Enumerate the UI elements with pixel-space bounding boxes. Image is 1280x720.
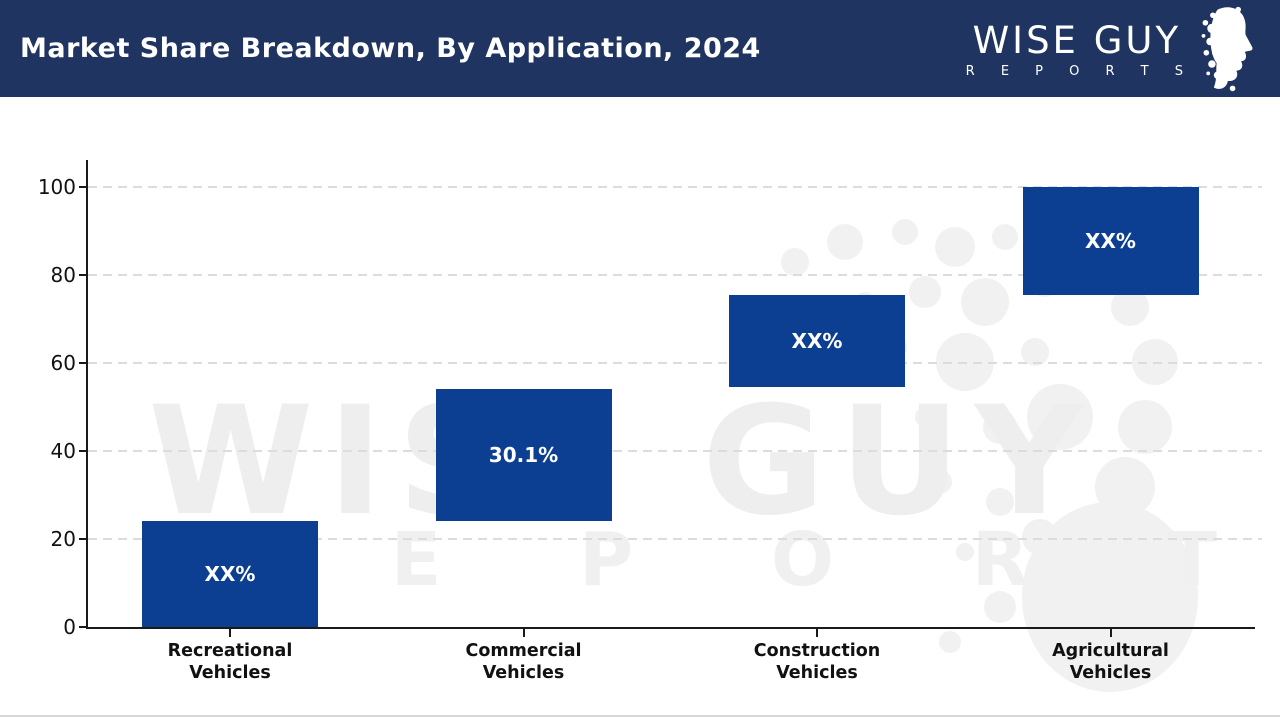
watermark-wordmark: WISE GUY bbox=[148, 375, 1098, 549]
watermark-subtitle: R E P O R T S bbox=[196, 517, 1280, 603]
x-axis-tick bbox=[229, 629, 231, 637]
x-axis-category-label: Commercial Vehicles bbox=[465, 641, 582, 684]
x-axis-category-label: Agricultural Vehicles bbox=[1052, 641, 1169, 684]
y-axis-tick-label: 40 bbox=[50, 439, 76, 463]
y-axis-line bbox=[86, 160, 88, 629]
wiseguy-logo: WISE GUY R E P O R T S bbox=[960, 4, 1272, 94]
y-axis-tick bbox=[79, 274, 88, 276]
watermark: WISE GUY R E P O R T S bbox=[0, 97, 1280, 717]
header-bar: Market Share Breakdown, By Application, … bbox=[0, 0, 1280, 97]
bar-commercial-vehicles: 30.1% bbox=[435, 388, 612, 521]
y-axis-tick-label: 20 bbox=[50, 527, 76, 551]
y-axis-tick bbox=[79, 186, 88, 188]
gridline-40 bbox=[88, 450, 1262, 452]
bar-recreational-vehicles: XX% bbox=[142, 520, 318, 627]
y-axis-tick bbox=[79, 626, 88, 628]
x-axis-category-label: Construction Vehicles bbox=[753, 641, 881, 684]
x-axis-line bbox=[86, 627, 1255, 629]
x-axis-tick bbox=[1109, 629, 1112, 637]
gridline-100 bbox=[88, 186, 1262, 188]
bar-agricultural-vehicles: XX% bbox=[1022, 187, 1199, 295]
bar-value-label: XX% bbox=[204, 561, 256, 586]
y-axis-tick bbox=[79, 450, 88, 452]
bar-value-label: XX% bbox=[791, 328, 843, 353]
y-axis-tick-label: 0 bbox=[63, 615, 76, 639]
x-axis-tick bbox=[816, 629, 818, 637]
y-axis-tick-label: 60 bbox=[50, 351, 76, 375]
gridline-60 bbox=[88, 362, 1262, 364]
x-axis-tick bbox=[522, 629, 525, 637]
bottom-divider bbox=[0, 715, 1280, 717]
page-title: Market Share Breakdown, By Application, … bbox=[20, 33, 761, 64]
bar-value-label: 30.1% bbox=[488, 442, 559, 467]
logo-wordmark: WISE GUY bbox=[972, 18, 1182, 62]
logo-subtitle: R E P O R T S bbox=[965, 63, 1194, 79]
wiseguy-face-icon bbox=[1201, 6, 1253, 91]
x-axis-category-label: Recreational Vehicles bbox=[167, 641, 293, 684]
bar-value-label: XX% bbox=[1085, 228, 1136, 253]
wiseguy-logo-text: WISE GUY R E P O R T S bbox=[960, 19, 1194, 79]
gridline-20 bbox=[88, 538, 1262, 540]
y-axis-tick-label: 80 bbox=[50, 263, 76, 287]
gridline-80 bbox=[88, 274, 1262, 276]
y-axis-tick bbox=[79, 538, 88, 540]
y-axis-tick bbox=[79, 362, 88, 364]
y-axis-tick-label: 100 bbox=[37, 175, 76, 199]
bar-construction-vehicles: XX% bbox=[729, 294, 905, 388]
